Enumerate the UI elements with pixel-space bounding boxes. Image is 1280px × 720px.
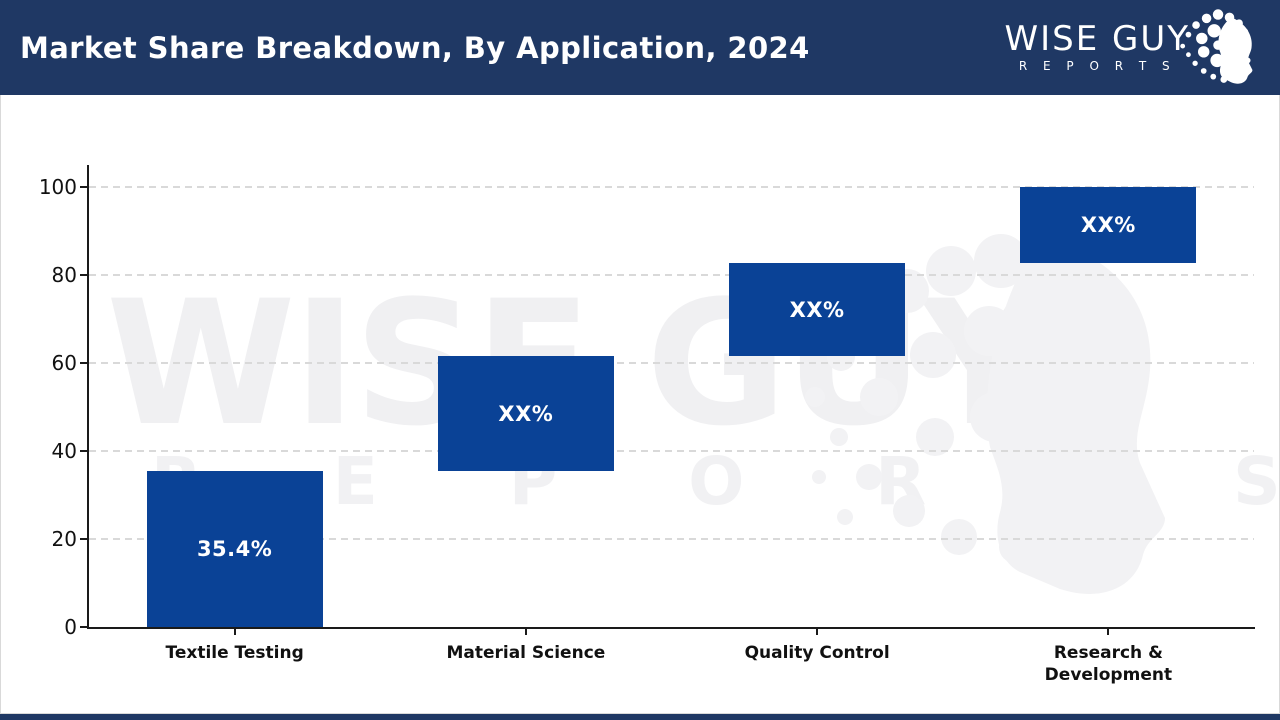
brand-subtext: R E P O R T S	[1018, 59, 1176, 74]
y-tick-label: 60	[51, 351, 77, 375]
x-tick-mark	[233, 629, 236, 635]
brand-head-icon	[1180, 8, 1253, 84]
y-tick-mark	[80, 274, 88, 276]
y-tick-mark	[80, 362, 88, 364]
gridline	[89, 450, 1254, 452]
y-axis-line	[87, 165, 89, 629]
brand-wordmark: WISE GUY	[1004, 18, 1190, 59]
y-tick-mark	[80, 186, 88, 188]
bar: XX%	[437, 355, 614, 472]
y-tick-label: 100	[38, 175, 77, 199]
y-tick-label: 20	[51, 527, 77, 551]
x-category-label: Research & Development	[1044, 643, 1173, 686]
x-category-label: Quality Control	[744, 643, 890, 663]
x-tick-mark	[816, 629, 819, 635]
bar: XX%	[729, 263, 906, 356]
chart-title: Market Share Breakdown, By Application, …	[20, 30, 810, 65]
x-axis-line	[87, 627, 1255, 629]
bar-value-label: XX%	[789, 297, 845, 322]
y-tick-label: 80	[51, 263, 77, 287]
y-tick-label: 40	[51, 439, 77, 463]
y-tick-mark	[80, 538, 88, 540]
y-tick-label: 0	[64, 615, 77, 639]
bar-value-label: XX%	[498, 401, 554, 426]
footer-bar	[0, 714, 1280, 720]
gridline	[89, 362, 1254, 364]
header-bar: Market Share Breakdown, By Application, …	[0, 0, 1280, 95]
gridline	[89, 186, 1254, 188]
gridline	[89, 274, 1254, 276]
x-tick-mark	[1107, 629, 1110, 635]
brand-logo: WISE GUY R E P O R T S	[1004, 8, 1262, 87]
brand-text: WISE GUY R E P O R T S	[1004, 18, 1190, 74]
x-tick-mark	[524, 629, 527, 635]
bar: XX%	[1020, 187, 1197, 264]
bar: 35.4%	[146, 471, 323, 627]
x-category-label: Material Science	[446, 643, 606, 663]
plot-area: 0 20 40 60 80 100 35.4% Textile Testing XX% Mater…	[1, 95, 1279, 713]
bar-value-label: 35.4%	[196, 537, 273, 562]
x-category-label: Textile Testing	[165, 643, 304, 663]
y-tick-mark	[80, 450, 88, 452]
y-tick-mark	[80, 626, 88, 628]
chart-canvas: WISE GUY R E P O R T S 02040608010035.4%…	[0, 95, 1280, 714]
bar-value-label: XX%	[1080, 213, 1136, 238]
gridline	[89, 538, 1254, 540]
